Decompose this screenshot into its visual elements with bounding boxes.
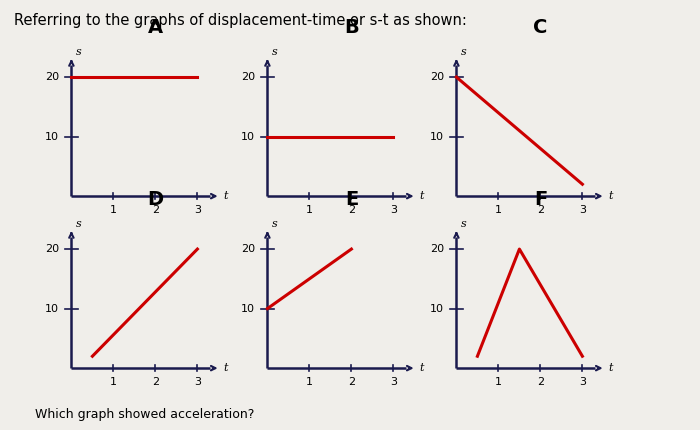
Text: 3: 3 bbox=[579, 205, 586, 215]
Text: 20: 20 bbox=[45, 72, 59, 82]
Text: 20: 20 bbox=[430, 244, 444, 254]
Text: s: s bbox=[461, 47, 466, 57]
Text: s: s bbox=[461, 219, 466, 229]
Text: 3: 3 bbox=[390, 205, 397, 215]
Text: 10: 10 bbox=[430, 132, 444, 141]
Text: 1: 1 bbox=[495, 205, 502, 215]
Text: 10: 10 bbox=[45, 304, 59, 313]
Text: 3: 3 bbox=[194, 377, 201, 387]
Text: 2: 2 bbox=[152, 377, 159, 387]
Text: 1: 1 bbox=[306, 377, 313, 387]
Text: Referring to the graphs of displacement-time or s-t as shown:: Referring to the graphs of displacement-… bbox=[14, 13, 467, 28]
Text: t: t bbox=[419, 191, 424, 201]
Text: 2: 2 bbox=[537, 377, 544, 387]
Text: 1: 1 bbox=[495, 377, 502, 387]
Text: E: E bbox=[345, 190, 358, 209]
Text: B: B bbox=[344, 18, 359, 37]
Text: 1: 1 bbox=[110, 377, 117, 387]
Text: s: s bbox=[76, 219, 81, 229]
Text: 2: 2 bbox=[348, 205, 355, 215]
Text: 2: 2 bbox=[348, 377, 355, 387]
Text: 20: 20 bbox=[45, 244, 59, 254]
Text: s: s bbox=[272, 47, 277, 57]
Text: 20: 20 bbox=[241, 244, 255, 254]
Text: 3: 3 bbox=[579, 377, 586, 387]
Text: D: D bbox=[147, 190, 164, 209]
Text: 2: 2 bbox=[152, 205, 159, 215]
Text: t: t bbox=[419, 363, 424, 373]
Text: Which graph showed acceleration?: Which graph showed acceleration? bbox=[35, 408, 254, 421]
Text: 10: 10 bbox=[241, 132, 255, 141]
Text: t: t bbox=[608, 191, 613, 201]
Text: 20: 20 bbox=[241, 72, 255, 82]
Text: t: t bbox=[223, 191, 228, 201]
Text: 3: 3 bbox=[390, 377, 397, 387]
Text: C: C bbox=[533, 18, 547, 37]
Text: 10: 10 bbox=[45, 132, 59, 141]
Text: 20: 20 bbox=[430, 72, 444, 82]
Text: 2: 2 bbox=[537, 205, 544, 215]
Text: 3: 3 bbox=[194, 205, 201, 215]
Text: 1: 1 bbox=[110, 205, 117, 215]
Text: 1: 1 bbox=[306, 205, 313, 215]
Text: F: F bbox=[534, 190, 547, 209]
Text: t: t bbox=[608, 363, 613, 373]
Text: 10: 10 bbox=[430, 304, 444, 313]
Text: s: s bbox=[272, 219, 277, 229]
Text: 10: 10 bbox=[241, 304, 255, 313]
Text: t: t bbox=[223, 363, 228, 373]
Text: A: A bbox=[148, 18, 163, 37]
Text: s: s bbox=[76, 47, 81, 57]
